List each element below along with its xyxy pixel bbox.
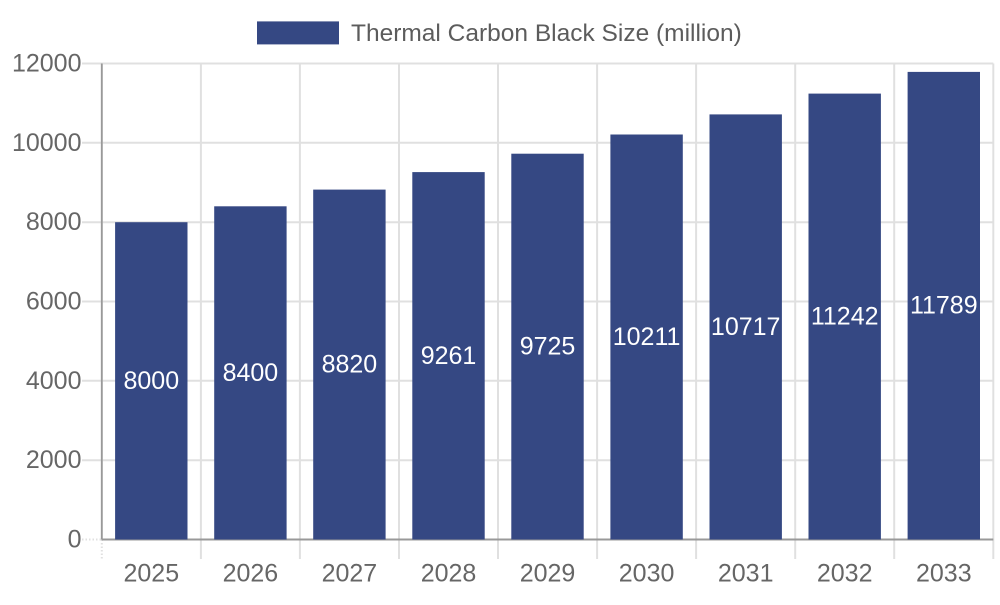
svg-text:2029: 2029 [520,560,576,588]
svg-text:8820: 8820 [322,351,378,379]
svg-text:12000: 12000 [12,50,82,78]
svg-text:10000: 10000 [12,129,82,157]
svg-text:2025: 2025 [123,560,179,588]
svg-text:11789: 11789 [910,292,978,320]
svg-text:0: 0 [68,526,82,554]
svg-text:8000: 8000 [26,208,82,236]
svg-text:2000: 2000 [26,446,82,474]
svg-text:10211: 10211 [613,323,681,351]
svg-text:9725: 9725 [520,333,576,361]
svg-text:9261: 9261 [421,342,477,370]
svg-text:8400: 8400 [223,359,279,387]
svg-text:6000: 6000 [26,288,82,316]
svg-text:Thermal Carbon Black Size (mil: Thermal Carbon Black Size (million) [351,20,742,47]
svg-text:11242: 11242 [811,303,879,331]
svg-text:2032: 2032 [817,560,873,588]
svg-text:8000: 8000 [123,367,179,395]
svg-text:2031: 2031 [718,560,774,588]
svg-text:2026: 2026 [223,560,279,588]
svg-text:2030: 2030 [619,560,675,588]
svg-text:2033: 2033 [916,560,972,588]
svg-text:2028: 2028 [421,560,477,588]
svg-text:4000: 4000 [26,367,82,395]
svg-text:10717: 10717 [711,313,781,341]
svg-text:2027: 2027 [322,560,378,588]
